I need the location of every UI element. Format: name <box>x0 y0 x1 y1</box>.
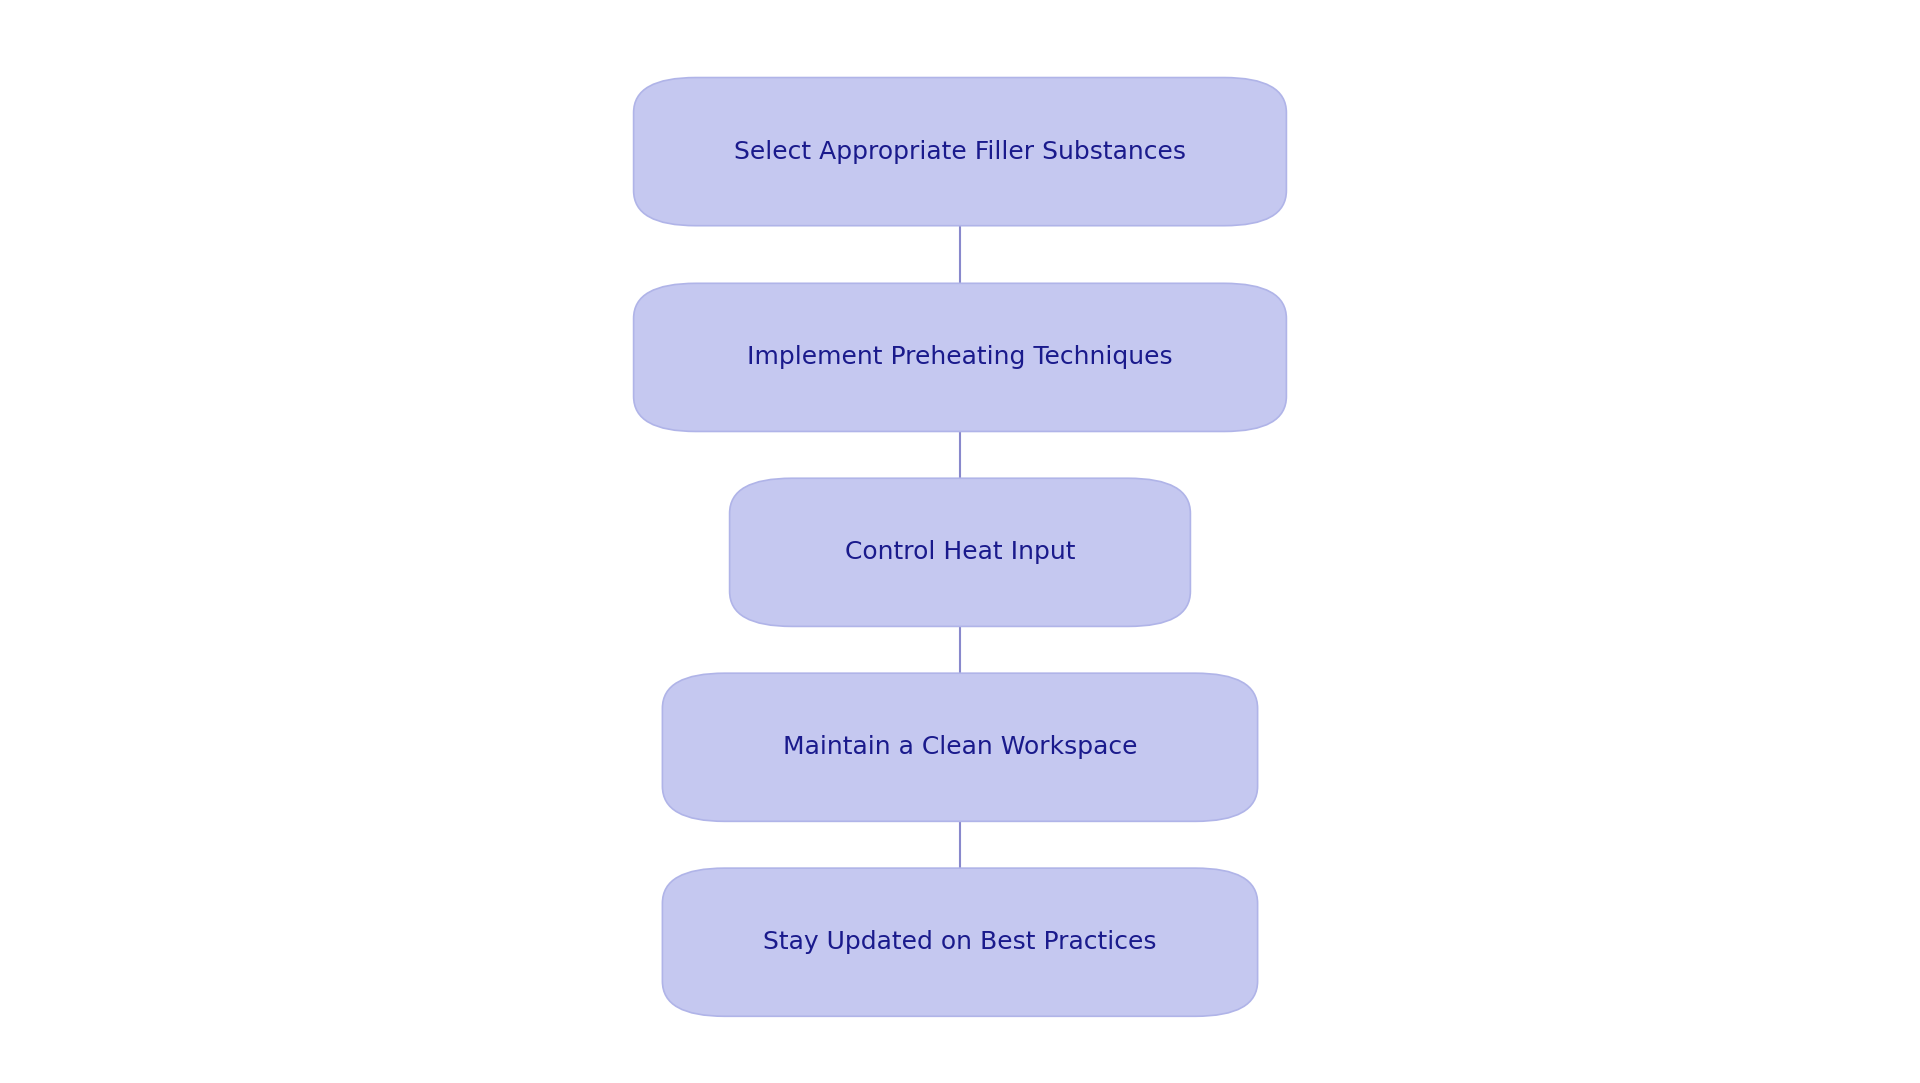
Text: Stay Updated on Best Practices: Stay Updated on Best Practices <box>764 930 1156 954</box>
Text: Control Heat Input: Control Heat Input <box>845 540 1075 564</box>
Text: Maintain a Clean Workspace: Maintain a Clean Workspace <box>783 735 1137 759</box>
FancyBboxPatch shape <box>634 78 1286 225</box>
FancyBboxPatch shape <box>730 479 1190 626</box>
FancyBboxPatch shape <box>662 674 1258 821</box>
FancyBboxPatch shape <box>634 284 1286 431</box>
FancyBboxPatch shape <box>662 869 1258 1016</box>
Text: Implement Preheating Techniques: Implement Preheating Techniques <box>747 345 1173 369</box>
Text: Select Appropriate Filler Substances: Select Appropriate Filler Substances <box>733 140 1187 164</box>
